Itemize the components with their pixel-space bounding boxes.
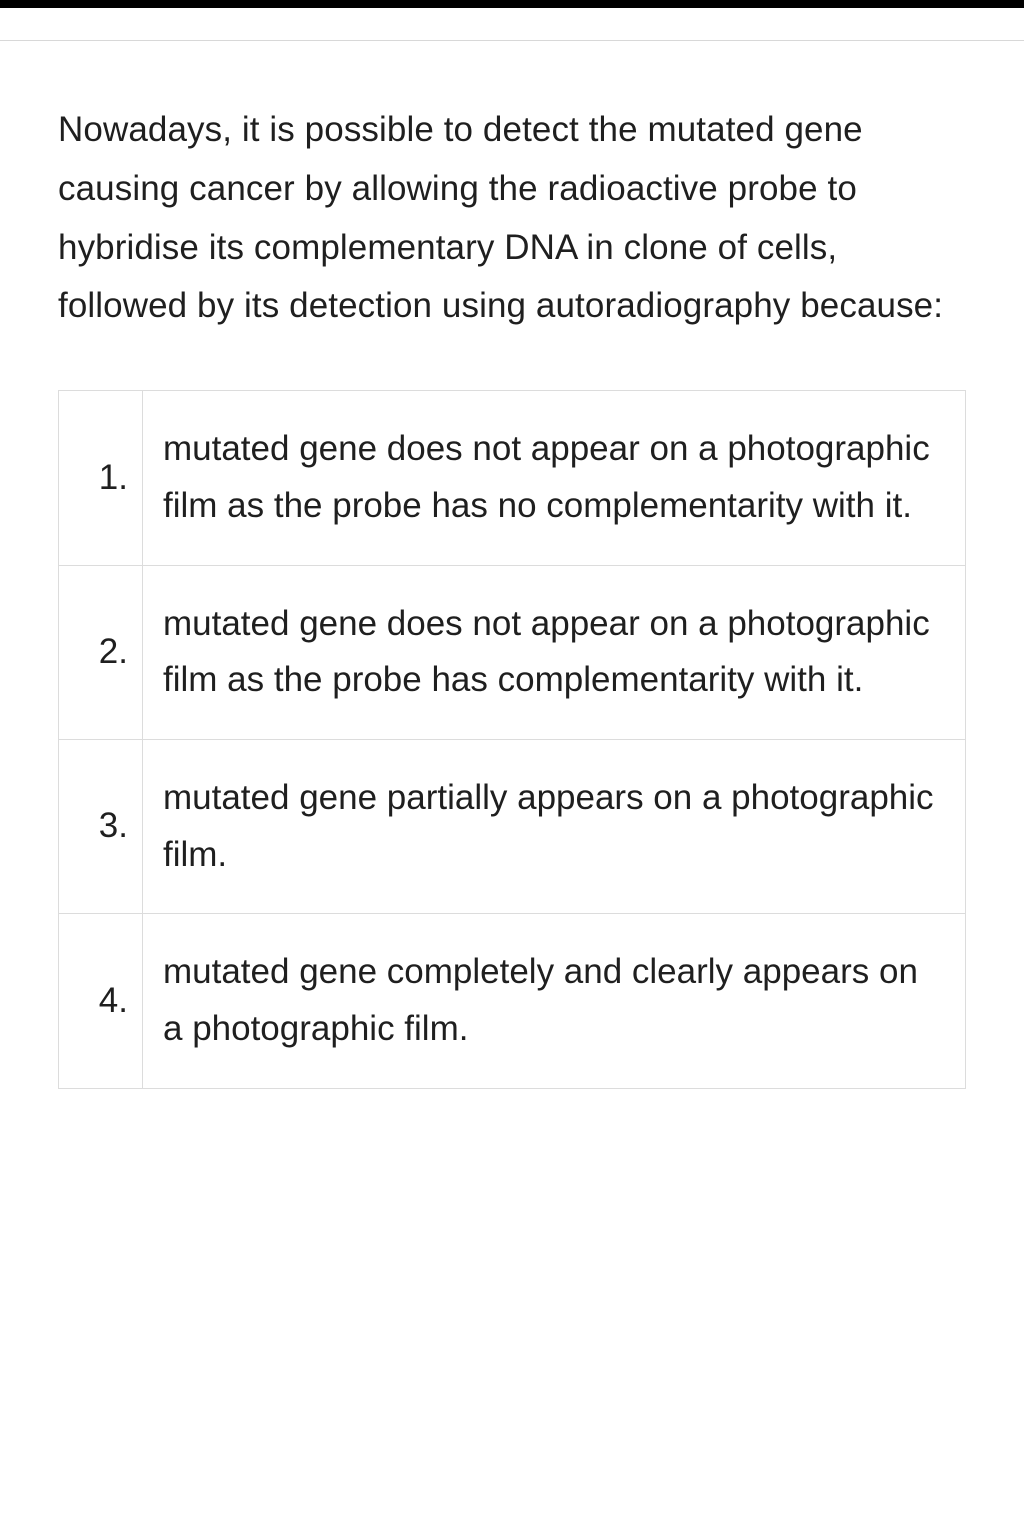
option-text: mutated gene does not appear on a photog… xyxy=(143,565,966,739)
option-row[interactable]: 1. mutated gene does not appear on a pho… xyxy=(59,391,966,565)
question-card: Nowadays, it is possible to detect the m… xyxy=(0,41,1024,1169)
option-row[interactable]: 4. mutated gene completely and clearly a… xyxy=(59,914,966,1088)
option-text: mutated gene does not appear on a photog… xyxy=(143,391,966,565)
option-text: mutated gene completely and clearly appe… xyxy=(143,914,966,1088)
option-number: 2. xyxy=(59,565,143,739)
window-topbar xyxy=(0,0,1024,8)
option-number: 3. xyxy=(59,739,143,913)
option-row[interactable]: 2. mutated gene does not appear on a pho… xyxy=(59,565,966,739)
option-number: 1. xyxy=(59,391,143,565)
option-text: mutated gene partially appears on a phot… xyxy=(143,739,966,913)
option-row[interactable]: 3. mutated gene partially appears on a p… xyxy=(59,739,966,913)
options-table: 1. mutated gene does not appear on a pho… xyxy=(58,390,966,1089)
option-number: 4. xyxy=(59,914,143,1088)
question-text: Nowadays, it is possible to detect the m… xyxy=(58,101,966,336)
